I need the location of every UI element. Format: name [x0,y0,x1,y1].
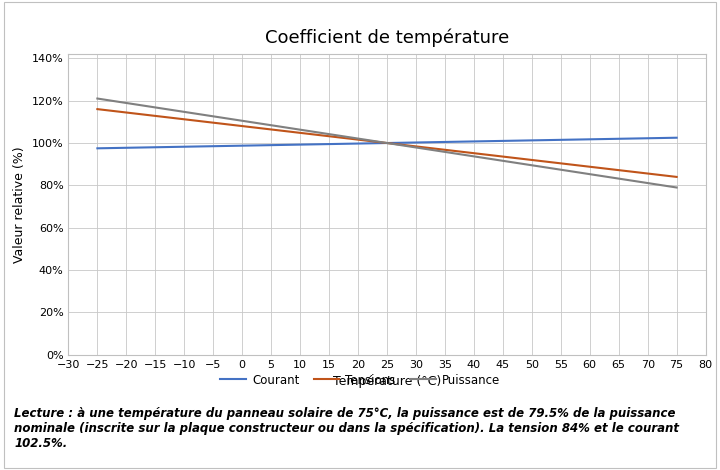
Tensions [407,143,415,149]
Courant [568,137,577,142]
Tensions [93,106,102,112]
Puissance [438,149,446,154]
Line: Tensions: Tensions [97,109,677,177]
Courant [407,140,415,145]
Puissance [93,96,102,102]
Text: Lecture : à une température du panneau solaire de 75°C, la puissance est de 79.5: Lecture : à une température du panneau s… [14,407,680,449]
Puissance [568,169,577,174]
Courant [372,141,380,146]
Tensions [372,139,380,145]
Line: Courant: Courant [97,138,677,149]
Courant [438,139,446,145]
Courant [93,146,102,151]
Tensions [568,162,577,167]
Tensions [438,147,446,152]
Courant [672,135,681,141]
Puissance [658,182,667,188]
Tensions [672,174,681,180]
Line: Puissance: Puissance [97,99,677,188]
Courant [658,135,667,141]
Tensions [368,139,377,144]
Puissance [407,144,415,149]
Legend: Courant, Tensions, Puissance: Courant, Tensions, Puissance [215,369,505,391]
Puissance [372,139,380,144]
X-axis label: Température (°C): Température (°C) [333,375,441,388]
Y-axis label: Valeur relative (%): Valeur relative (%) [13,146,26,263]
Puissance [368,138,377,144]
Courant [368,141,377,146]
Title: Coefficient de température: Coefficient de température [265,29,509,47]
Puissance [672,185,681,190]
Tensions [658,172,667,178]
